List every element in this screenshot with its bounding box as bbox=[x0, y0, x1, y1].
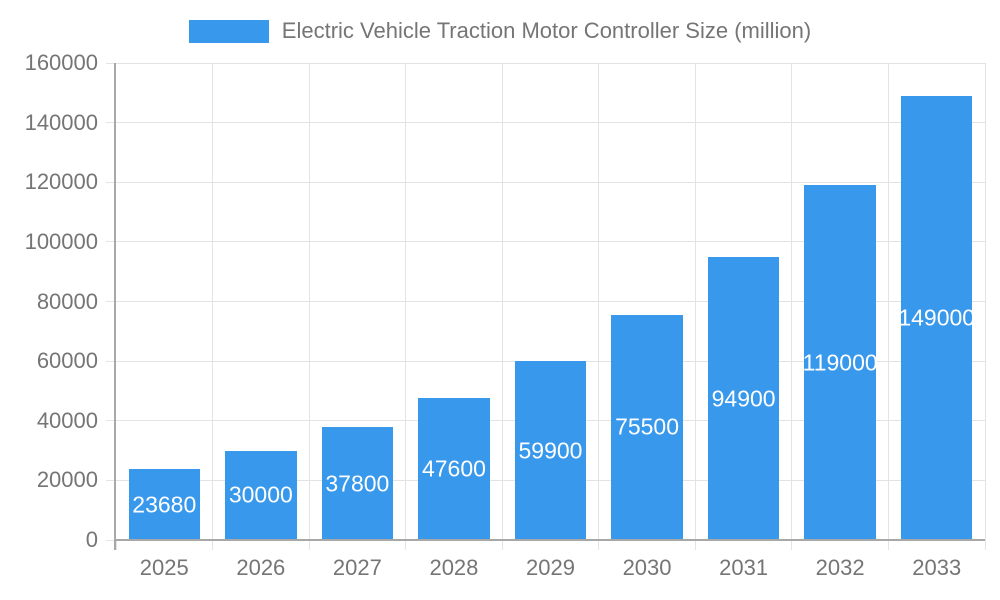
x-tick-mark bbox=[598, 540, 600, 550]
y-axis-tick-label: 160000 bbox=[24, 50, 98, 75]
y-axis-tick-label: 20000 bbox=[36, 467, 98, 493]
x-gridline bbox=[694, 63, 696, 540]
x-axis-tick-label: 2033 bbox=[912, 555, 962, 580]
x-gridline bbox=[308, 63, 310, 540]
y-tick-mark bbox=[106, 301, 116, 302]
legend-label: Electric Vehicle Traction Motor Controll… bbox=[281, 18, 812, 43]
x-gridline bbox=[501, 63, 503, 540]
bar-value-label: 47600 bbox=[421, 455, 486, 482]
x-tick-mark bbox=[791, 540, 793, 550]
bar[interactable] bbox=[804, 185, 876, 540]
x-tick-mark bbox=[984, 540, 986, 550]
x-axis-tick-label: 2025 bbox=[139, 555, 189, 580]
y-gridline bbox=[116, 122, 985, 124]
y-tick-mark bbox=[106, 420, 116, 422]
x-gridline bbox=[984, 63, 986, 540]
bar-value-label: 75500 bbox=[615, 413, 680, 440]
y-tick-mark bbox=[106, 360, 116, 362]
bar[interactable] bbox=[707, 257, 780, 540]
x-gridline bbox=[791, 63, 793, 540]
x-gridline bbox=[405, 63, 407, 540]
y-axis-tick-label: 80000 bbox=[36, 288, 98, 314]
y-gridline bbox=[116, 241, 985, 243]
y-axis-line bbox=[114, 63, 116, 550]
y-tick-mark bbox=[106, 181, 116, 183]
x-tick-mark bbox=[212, 540, 214, 550]
legend: Electric Vehicle Traction Motor Controll… bbox=[0, 18, 1000, 44]
x-gridline bbox=[212, 63, 214, 540]
bar[interactable] bbox=[128, 469, 200, 540]
y-axis-tick-label: 120000 bbox=[24, 169, 98, 195]
bar-value-label: 37800 bbox=[325, 470, 390, 497]
y-tick-mark bbox=[106, 122, 116, 124]
bar-value-label: 30000 bbox=[228, 481, 293, 508]
legend-swatch-icon bbox=[188, 19, 269, 43]
plot-area: 0 20000 40000 60000 80000 100000 120000 140000 1… bbox=[25, 50, 986, 580]
x-axis-tick-label: 2032 bbox=[815, 555, 865, 580]
y-gridline bbox=[116, 181, 985, 183]
x-axis-line bbox=[116, 539, 985, 541]
bar-value-label: 59900 bbox=[518, 437, 583, 464]
y-gridline bbox=[116, 360, 985, 362]
x-axis-tick-label: 2027 bbox=[332, 555, 382, 580]
y-axis-tick-label: 60000 bbox=[36, 348, 98, 374]
legend-item[interactable]: Electric Vehicle Traction Motor Controll… bbox=[188, 18, 812, 44]
x-tick-mark bbox=[308, 540, 310, 550]
bar-value-label: 23680 bbox=[132, 491, 197, 518]
bar-value-label: 94900 bbox=[711, 385, 776, 412]
bar[interactable] bbox=[514, 361, 587, 540]
bar-value-label: 149000 bbox=[898, 304, 976, 331]
bar[interactable] bbox=[418, 398, 490, 540]
x-gridline bbox=[887, 63, 889, 540]
x-tick-mark bbox=[887, 540, 889, 550]
x-axis-tick-label: 2031 bbox=[719, 555, 769, 580]
bar-value-label: 119000 bbox=[802, 349, 878, 376]
y-gridline bbox=[116, 62, 985, 64]
x-tick-mark bbox=[694, 540, 696, 550]
bar[interactable] bbox=[900, 95, 973, 540]
bar[interactable] bbox=[321, 427, 394, 540]
bar[interactable] bbox=[225, 450, 297, 540]
x-gridline bbox=[598, 63, 600, 540]
y-axis-tick-label: 0 bbox=[85, 527, 98, 552]
x-tick-mark bbox=[405, 540, 407, 550]
y-tick-mark bbox=[106, 479, 116, 481]
x-tick-mark bbox=[115, 540, 117, 550]
bar[interactable] bbox=[611, 314, 683, 540]
y-tick-mark bbox=[106, 62, 116, 64]
y-tick-mark bbox=[106, 241, 116, 243]
y-axis-tick-label: 40000 bbox=[36, 407, 98, 433]
x-tick-mark bbox=[501, 540, 503, 550]
y-axis-tick-label: 100000 bbox=[24, 228, 98, 254]
x-axis-tick-label: 2026 bbox=[236, 555, 286, 580]
x-axis-tick-label: 2029 bbox=[526, 555, 575, 580]
x-axis-tick-label: 2030 bbox=[622, 555, 672, 580]
x-axis-tick-label: 2028 bbox=[429, 555, 479, 580]
y-gridline bbox=[116, 301, 985, 302]
y-tick-mark bbox=[106, 539, 116, 541]
y-axis-tick-label: 140000 bbox=[24, 109, 98, 135]
